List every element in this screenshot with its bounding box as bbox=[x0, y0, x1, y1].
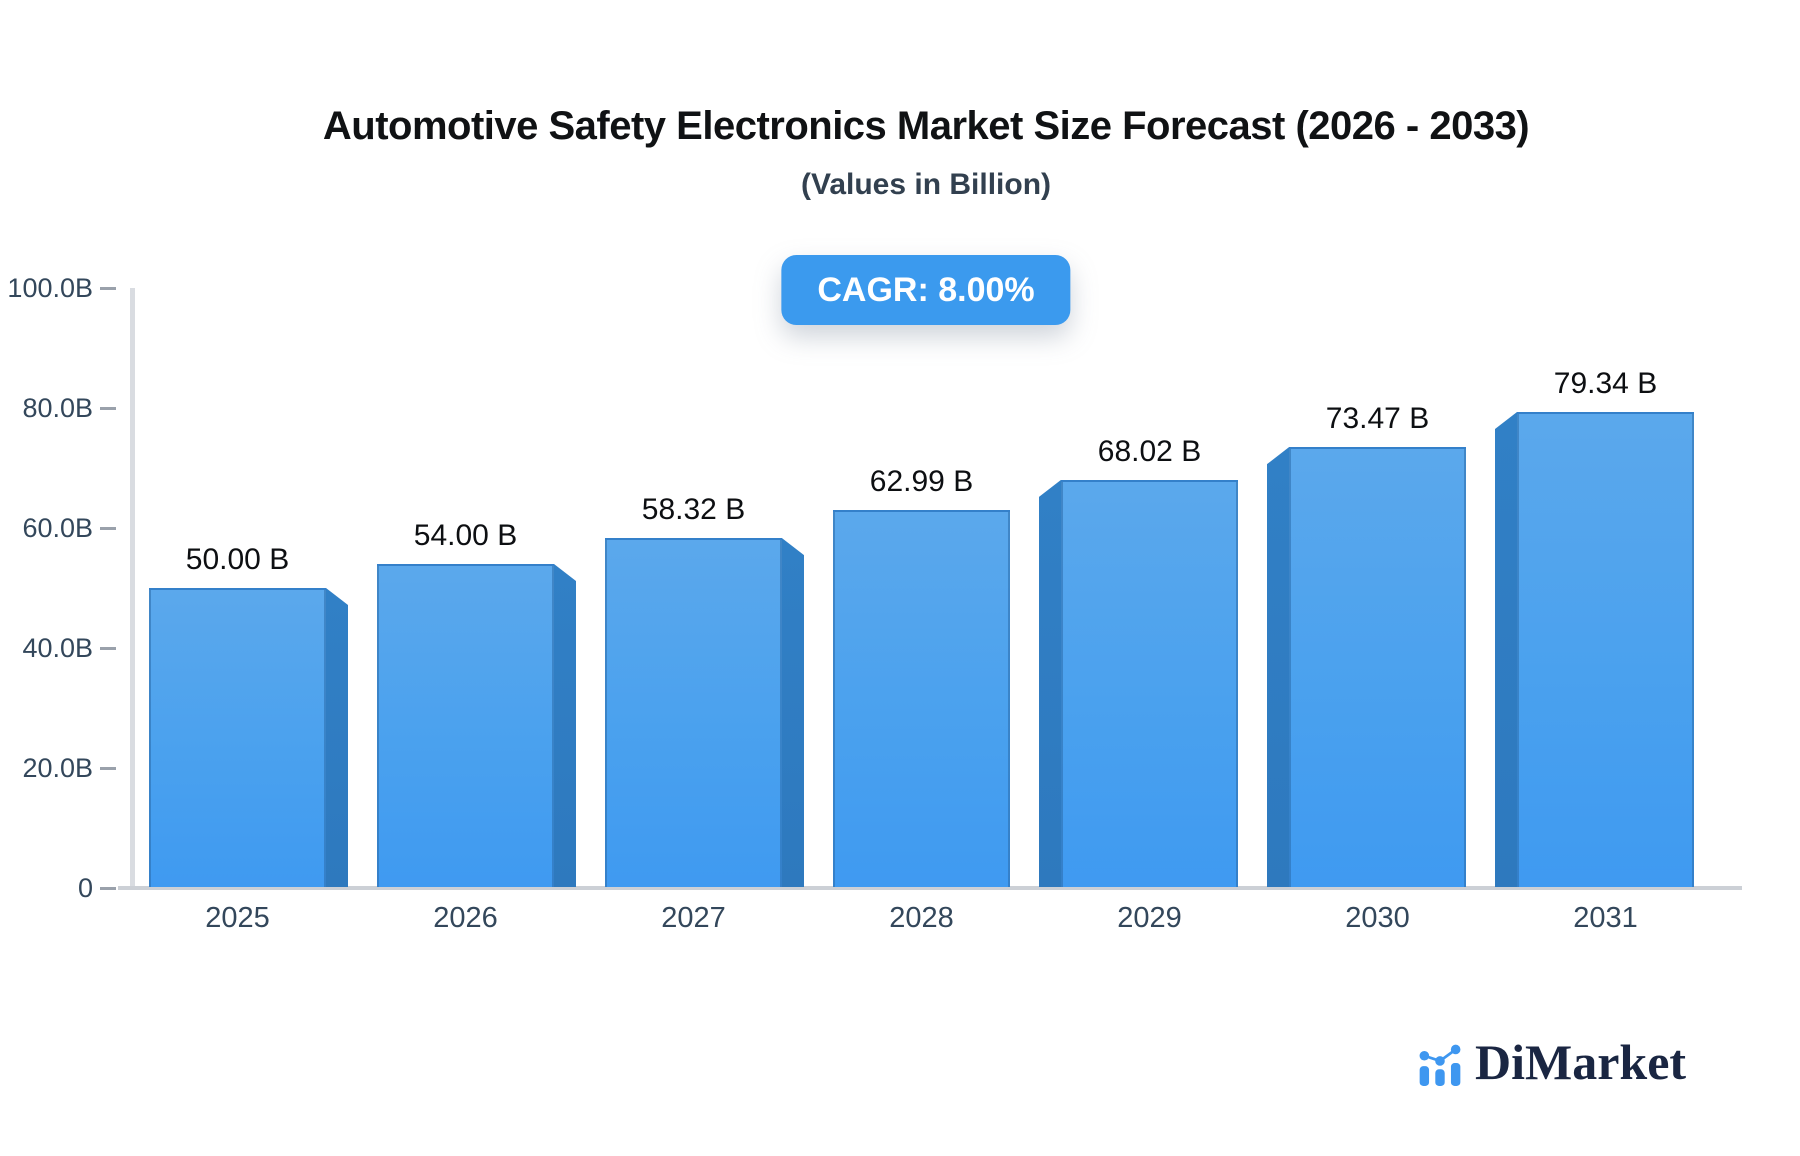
x-axis-label-2026: 2026 bbox=[433, 902, 498, 934]
cagr-badge: CAGR: 8.00% bbox=[781, 255, 1071, 325]
bar-value-label: 58.32 B bbox=[641, 493, 746, 527]
brand-name: DiMarket bbox=[1475, 1034, 1687, 1090]
x-axis-label-2031: 2031 bbox=[1573, 902, 1638, 934]
y-tick-label: 20.0B bbox=[22, 753, 93, 783]
bar-2026[interactable] bbox=[377, 564, 554, 887]
y-tick-label: 80.0B bbox=[22, 393, 93, 423]
x-axis-label-2027: 2027 bbox=[661, 902, 726, 934]
bar-2031-side bbox=[1495, 411, 1517, 887]
x-axis-label-2030: 2030 bbox=[1345, 902, 1410, 934]
bar-value-label: 54.00 B bbox=[413, 519, 518, 552]
bar-2029[interactable] bbox=[1061, 479, 1238, 887]
x-axis-label-2025: 2025 bbox=[205, 902, 270, 934]
y-tick-mark bbox=[100, 407, 116, 410]
y-tick-label: 40.0B bbox=[22, 633, 93, 663]
bar-2025-side bbox=[326, 588, 348, 887]
y-axis-line bbox=[130, 288, 135, 890]
y-tick-mark bbox=[100, 767, 116, 770]
x-axis-line bbox=[118, 886, 1742, 890]
chart-subtitle: (Values in Billion) bbox=[800, 168, 1052, 201]
y-tick-label: 60.0B bbox=[22, 513, 93, 543]
bar-value-label: 73.47 B bbox=[1325, 402, 1430, 436]
bar-2028[interactable] bbox=[833, 510, 1010, 887]
y-tick-mark bbox=[100, 887, 116, 890]
bar-2029-side bbox=[1039, 479, 1061, 887]
x-axis-label-2028: 2028 bbox=[889, 902, 954, 934]
bar-value-label: 50.00 B bbox=[185, 543, 290, 576]
bar-2031[interactable] bbox=[1517, 411, 1694, 887]
y-tick-label: 100.0B bbox=[7, 273, 93, 303]
bar-value-label: 68.02 B bbox=[1097, 434, 1202, 468]
bar-2030[interactable] bbox=[1289, 447, 1466, 887]
bar-2026-side bbox=[554, 564, 576, 887]
y-tick-mark bbox=[100, 527, 116, 530]
bar-2025[interactable] bbox=[149, 588, 326, 887]
bar-value-label: 62.99 B bbox=[869, 465, 974, 499]
y-tick-mark bbox=[100, 647, 116, 650]
bar-2027[interactable] bbox=[605, 538, 782, 887]
bar-value-label: 79.34 B bbox=[1553, 366, 1658, 400]
chart-title: Automotive Safety Electronics Market Siz… bbox=[322, 104, 1530, 148]
y-tick-mark bbox=[100, 287, 116, 290]
bar-2027-side bbox=[782, 538, 804, 887]
brand-logo: DiMarket bbox=[1416, 1034, 1687, 1090]
bar-2030-side bbox=[1267, 447, 1289, 887]
y-tick-label: 0 bbox=[77, 873, 93, 903]
mini-bar-chart-icon bbox=[1419, 1044, 1461, 1086]
x-axis-label-2029: 2029 bbox=[1117, 902, 1182, 934]
